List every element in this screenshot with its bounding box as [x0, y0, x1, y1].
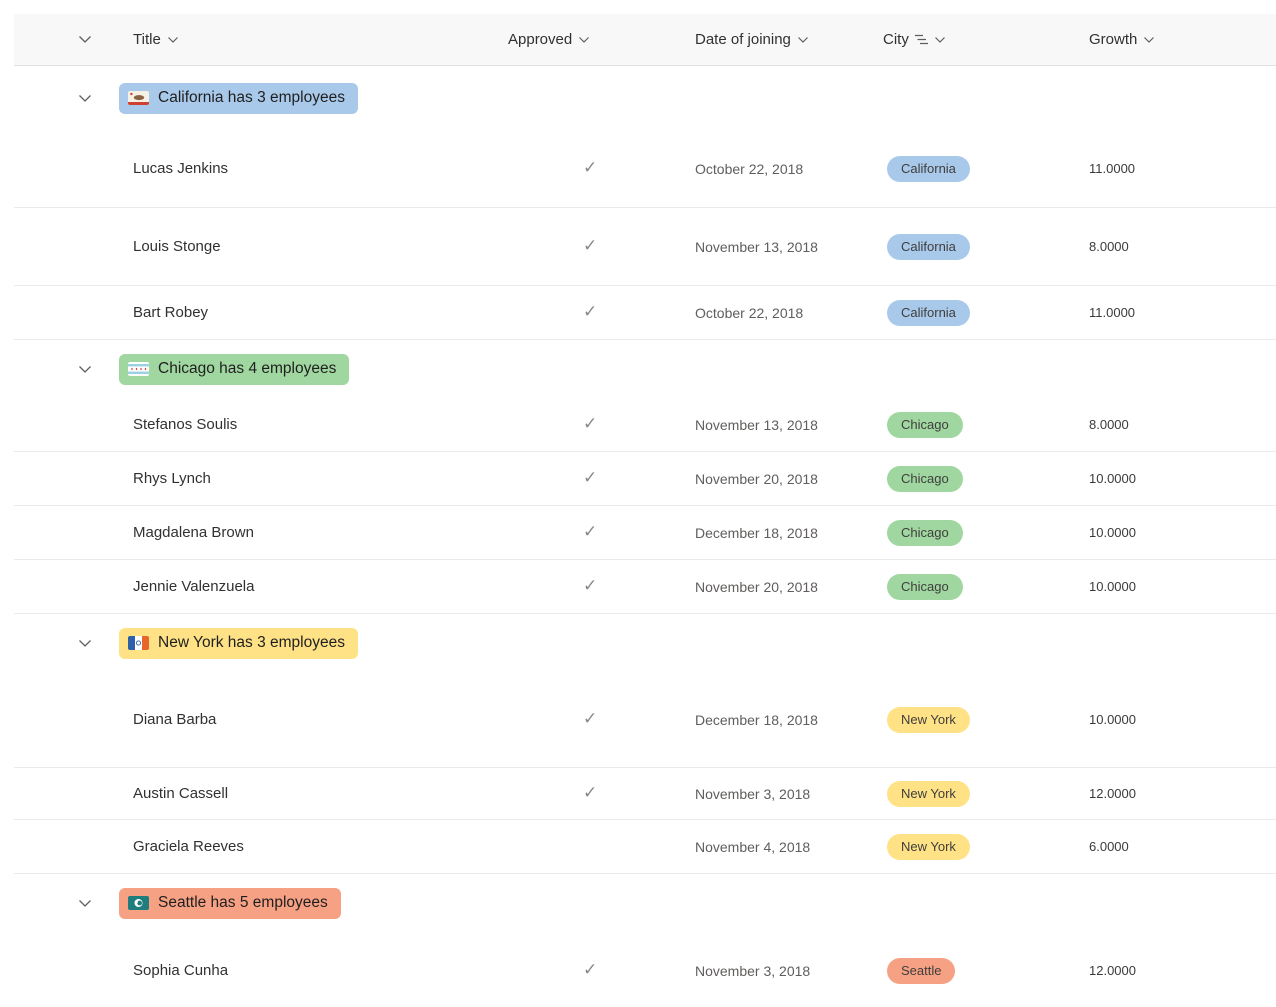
employee-row[interactable]: Stefanos Soulis ✓ November 13, 2018 Chic…: [14, 398, 1276, 452]
joining-date: November 13, 2018: [695, 238, 818, 255]
approved-check-icon: ✓: [583, 959, 598, 980]
employee-name: Bart Robey: [133, 304, 209, 321]
joining-date: November 13, 2018: [695, 416, 818, 433]
city-pill: New York: [887, 706, 970, 733]
employee-name: Jennie Valenzuela: [133, 578, 255, 595]
employee-name: Rhys Lynch: [133, 470, 211, 487]
joining-date: November 3, 2018: [695, 785, 811, 802]
column-header-title[interactable]: Title: [106, 31, 508, 48]
city-pill: Chicago: [887, 465, 963, 492]
employee-table: Title Approved Date of joining City: [14, 14, 1276, 1007]
city-pill: New York: [887, 833, 970, 860]
growth-value: 8.0000: [1089, 417, 1129, 432]
city-pill: California: [887, 299, 970, 326]
employee-name: Louis Stonge: [133, 238, 221, 255]
group-label: California has 3 employees: [158, 89, 345, 106]
city-pill: Chicago: [887, 411, 963, 438]
city-pill: Chicago: [887, 573, 963, 600]
employee-name: Austin Cassell: [133, 785, 229, 802]
approved-check-icon: ✓: [583, 235, 598, 256]
group-collapse-chevron-icon[interactable]: [78, 899, 92, 908]
joining-date: November 20, 2018: [695, 578, 818, 595]
approved-check-icon: ✓: [583, 467, 598, 488]
group-badge: Chicago has 4 employees: [119, 353, 350, 385]
joining-date: December 18, 2018: [695, 524, 818, 541]
collapse-all-chevron-icon[interactable]: [78, 35, 92, 44]
growth-value: 10.0000: [1089, 712, 1136, 727]
approved-check-icon: ✓: [583, 521, 598, 542]
chicago-flag-icon: [128, 362, 149, 376]
approved-check-icon: ✓: [583, 413, 598, 434]
city-pill: New York: [887, 780, 970, 807]
employee-row[interactable]: Sophia Cunha ✓ November 3, 2018 Seattle …: [14, 932, 1276, 1007]
group-collapse-chevron-icon[interactable]: [78, 94, 92, 103]
sort-chevron-icon: [797, 36, 809, 44]
employee-row[interactable]: Bart Robey ✓ October 22, 2018 California…: [14, 286, 1276, 340]
joining-date: December 18, 2018: [695, 711, 818, 728]
approved-check-icon: ✓: [583, 782, 598, 803]
new-york-flag-icon: [128, 636, 149, 650]
employee-row[interactable]: Rhys Lynch ✓ November 20, 2018 Chicago 1…: [14, 452, 1276, 506]
employee-row[interactable]: Lucas Jenkins ✓ October 22, 2018 Califor…: [14, 130, 1276, 208]
growth-value: 12.0000: [1089, 963, 1136, 978]
group-label: Seattle has 5 employees: [158, 894, 328, 911]
group-badge: Seattle has 5 employees: [119, 887, 341, 919]
seattle-flag-icon: [128, 896, 149, 910]
employee-row[interactable]: Jennie Valenzuela ✓ November 20, 2018 Ch…: [14, 560, 1276, 614]
column-header-city[interactable]: City: [883, 31, 1089, 48]
group-badge: California has 3 employees: [119, 82, 358, 114]
sort-chevron-icon: [1143, 36, 1155, 44]
group-label: Chicago has 4 employees: [158, 360, 337, 377]
approved-check-icon: ✓: [583, 575, 598, 596]
table-header: Title Approved Date of joining City: [14, 14, 1276, 66]
employee-row[interactable]: Diana Barba ✓ December 18, 2018 New York…: [14, 672, 1276, 768]
city-pill: Seattle: [887, 957, 956, 984]
employee-name: Magdalena Brown: [133, 524, 254, 541]
employee-row[interactable]: Graciela Reeves November 4, 2018 New Yor…: [14, 820, 1276, 874]
approved-check-icon: ✓: [583, 157, 598, 178]
sort-chevron-icon: [934, 36, 946, 44]
city-pill: California: [887, 155, 970, 182]
employee-row[interactable]: Magdalena Brown ✓ December 18, 2018 Chic…: [14, 506, 1276, 560]
growth-value: 12.0000: [1089, 786, 1136, 801]
employee-row[interactable]: Austin Cassell ✓ November 3, 2018 New Yo…: [14, 768, 1276, 820]
sort-chevron-icon: [167, 36, 179, 44]
employee-name: Sophia Cunha: [133, 962, 229, 979]
column-header-date-of-joining[interactable]: Date of joining: [695, 31, 883, 48]
california-flag-icon: [128, 91, 149, 105]
sort-chevron-icon: [578, 36, 590, 44]
joining-date: October 22, 2018: [695, 160, 804, 177]
group-row-new-york[interactable]: New York has 3 employees: [14, 614, 1276, 672]
employee-name: Stefanos Soulis: [133, 416, 238, 433]
employee-row[interactable]: Louis Stonge ✓ November 13, 2018 Califor…: [14, 208, 1276, 286]
group-badge: New York has 3 employees: [119, 627, 358, 659]
column-header-approved[interactable]: Approved: [508, 31, 695, 48]
city-pill: California: [887, 233, 970, 260]
employee-name: Lucas Jenkins: [133, 160, 229, 177]
growth-value: 10.0000: [1089, 525, 1136, 540]
group-row-seattle[interactable]: Seattle has 5 employees: [14, 874, 1276, 932]
joining-date: October 22, 2018: [695, 304, 804, 321]
group-collapse-chevron-icon[interactable]: [78, 365, 92, 374]
growth-value: 11.0000: [1089, 161, 1136, 176]
group-label: New York has 3 employees: [158, 634, 345, 651]
growth-value: 8.0000: [1089, 239, 1129, 254]
employee-name: Graciela Reeves: [133, 838, 244, 855]
city-pill: Chicago: [887, 519, 963, 546]
approved-check-icon: ✓: [583, 708, 598, 729]
grouped-by-icon: [914, 34, 928, 45]
growth-value: 6.0000: [1089, 839, 1129, 854]
group-collapse-chevron-icon[interactable]: [78, 639, 92, 648]
approved-check-icon: ✓: [583, 301, 598, 322]
column-header-growth[interactable]: Growth: [1089, 31, 1276, 48]
group-row-california[interactable]: California has 3 employees: [14, 66, 1276, 130]
group-row-chicago[interactable]: Chicago has 4 employees: [14, 340, 1276, 398]
employee-name: Diana Barba: [133, 711, 217, 728]
growth-value: 11.0000: [1089, 305, 1136, 320]
growth-value: 10.0000: [1089, 579, 1136, 594]
growth-value: 10.0000: [1089, 471, 1136, 486]
joining-date: November 4, 2018: [695, 838, 811, 855]
joining-date: November 3, 2018: [695, 962, 811, 979]
joining-date: November 20, 2018: [695, 470, 818, 487]
